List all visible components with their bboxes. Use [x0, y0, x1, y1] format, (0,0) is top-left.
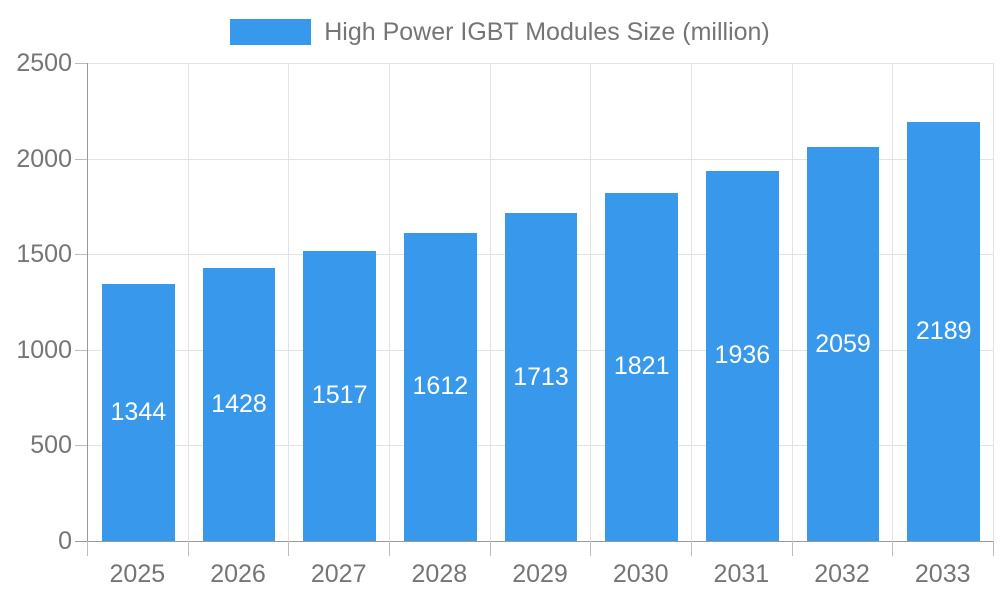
bar-value-label: 1713 — [513, 362, 569, 391]
category-cell: 1821 — [591, 63, 692, 541]
x-axis-tick — [892, 541, 894, 556]
x-axis: 2025 2026 2027 2028 2029 2030 2031 2032 2033 — [87, 558, 993, 591]
category-cell: 1344 — [88, 63, 189, 541]
y-gridline — [88, 158, 994, 160]
bar-value-label: 2189 — [915, 317, 972, 346]
category-cell: 1517 — [289, 63, 390, 541]
x-gridline — [993, 63, 994, 541]
x-axis-tick — [993, 541, 994, 556]
legend: High Power IGBT Modules Size (million) — [0, 19, 1000, 45]
x-axis-label: 2027 — [310, 560, 367, 588]
bars-container: 1344 1428 1517 1612 1713 1821 1936 2059 2189 — [88, 63, 994, 541]
x-axis-tick — [288, 541, 290, 556]
x-gridline — [288, 63, 290, 541]
y-axis-tick-label: 1000 — [16, 335, 72, 364]
x-axis-tick — [87, 541, 88, 556]
x-axis-label: 2025 — [109, 560, 166, 588]
bar-value-label: 1517 — [311, 381, 368, 410]
y-axis-tick-label: 500 — [30, 431, 72, 460]
plot-area: 1344 1428 1517 1612 1713 1821 1936 2059 2189 — [87, 63, 994, 542]
x-gridline — [187, 63, 189, 541]
bar[interactable]: 1517 — [303, 250, 376, 541]
x-axis-label: 2032 — [814, 560, 870, 588]
category-cell: 1428 — [189, 63, 290, 541]
y-gridline — [88, 63, 994, 64]
legend-swatch — [230, 19, 312, 45]
category-cell: 2189 — [893, 63, 994, 541]
x-axis-label: 2033 — [914, 560, 971, 588]
y-axis-tick — [75, 349, 87, 351]
x-gridline — [388, 63, 390, 541]
y-axis-tick-label: 0 — [58, 527, 72, 555]
x-axis-tick — [187, 541, 189, 556]
bar-value-label: 2059 — [815, 329, 871, 358]
y-axis-tick-label: 2500 — [16, 49, 72, 77]
bar[interactable]: 1821 — [605, 192, 678, 541]
bar[interactable]: 1713 — [504, 213, 578, 541]
x-axis-label: 2029 — [512, 560, 568, 588]
legend-label: High Power IGBT Modules Size (million) — [324, 18, 770, 46]
x-axis-tick — [389, 541, 390, 556]
bar[interactable]: 2059 — [806, 147, 880, 541]
bar[interactable]: 1344 — [102, 284, 175, 541]
x-gridline — [489, 63, 491, 541]
bar-value-label: 1936 — [714, 341, 771, 370]
x-gridline — [690, 63, 692, 541]
x-axis-tick — [691, 541, 692, 556]
category-cell: 1612 — [390, 63, 491, 541]
y-axis-tick — [75, 63, 87, 64]
category-cell: 1936 — [692, 63, 793, 541]
y-axis-tick-label: 2000 — [16, 144, 72, 173]
bar-value-label: 1612 — [412, 372, 469, 401]
y-axis-tick — [75, 445, 87, 447]
legend-item[interactable]: High Power IGBT Modules Size (million) — [230, 19, 770, 45]
y-axis-tick-label: 1500 — [16, 240, 72, 269]
x-gridline — [791, 63, 793, 541]
bar[interactable]: 2189 — [907, 122, 980, 541]
x-axis-tick — [590, 541, 592, 556]
bar[interactable]: 1612 — [404, 232, 477, 541]
bar[interactable]: 1428 — [202, 267, 276, 541]
x-axis-label: 2031 — [713, 560, 770, 588]
bar[interactable]: 1936 — [706, 170, 779, 541]
bar-value-label: 1428 — [211, 389, 267, 418]
bar-value-label: 1821 — [613, 352, 670, 381]
x-axis-label: 2026 — [210, 560, 266, 588]
x-axis-label: 2030 — [612, 560, 669, 588]
y-axis-tick — [75, 254, 87, 256]
x-axis-label: 2028 — [411, 560, 468, 588]
y-axis-tick — [75, 541, 87, 542]
category-cell: 1713 — [491, 63, 592, 541]
bar-value-label: 1344 — [110, 398, 167, 427]
x-gridline — [590, 63, 592, 541]
x-axis-tick — [791, 541, 793, 556]
x-gridline — [892, 63, 894, 541]
y-axis-tick — [75, 158, 87, 160]
x-axis-tick — [489, 541, 491, 556]
category-cell: 2059 — [793, 63, 894, 541]
